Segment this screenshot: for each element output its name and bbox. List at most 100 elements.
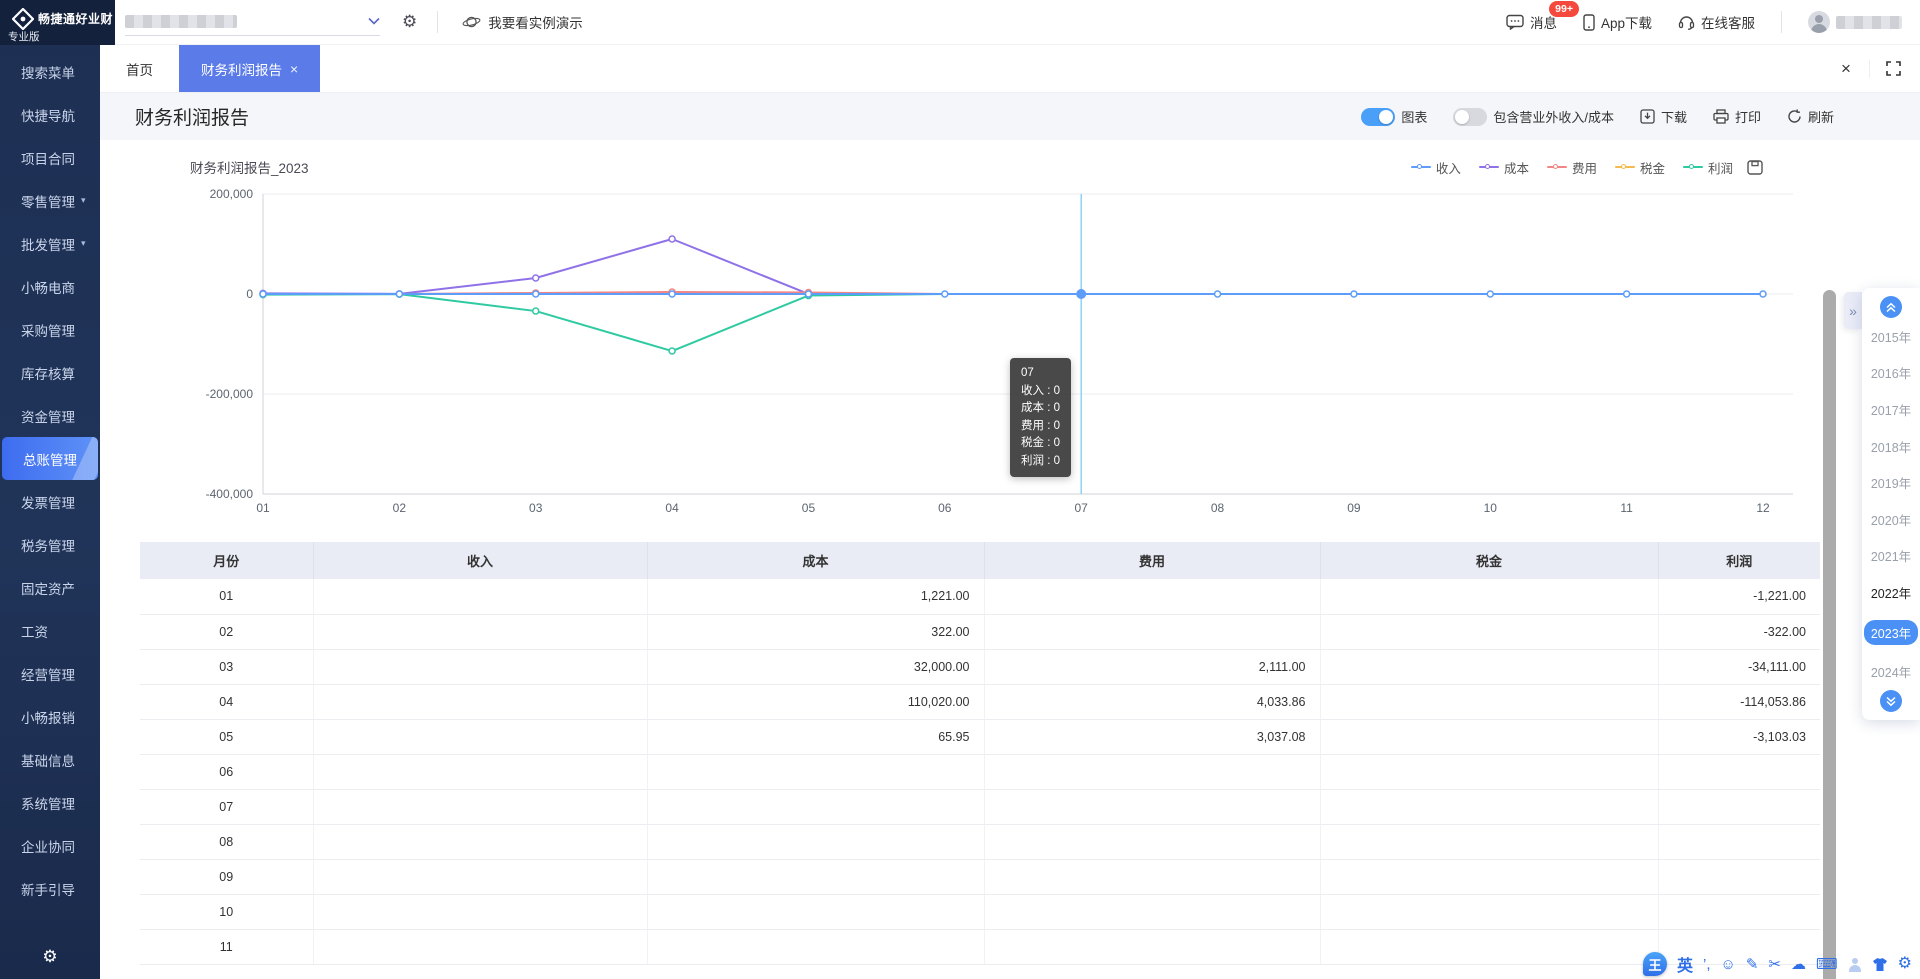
messages-button[interactable]: 消息 99+ <box>1506 1 1579 32</box>
value-cell <box>1320 929 1659 965</box>
sidebar-item[interactable]: 发票管理 <box>0 480 100 523</box>
save-image-icon[interactable] <box>1747 159 1763 175</box>
year-item[interactable]: 2016年 <box>1870 367 1912 382</box>
sidebar-item[interactable]: 零售管理 ▾ <box>0 179 100 222</box>
svg-text:04: 04 <box>665 501 679 515</box>
years-scroll-down-icon[interactable] <box>1880 690 1902 712</box>
close-icon[interactable]: × <box>1841 58 1851 78</box>
vertical-scrollbar[interactable] <box>1823 290 1836 979</box>
refresh-button[interactable]: 刷新 <box>1787 107 1834 126</box>
sidebar-item[interactable]: 税务管理 <box>0 523 100 566</box>
year-item[interactable]: 2024年 <box>1870 666 1912 681</box>
tab[interactable]: 财务利润报告 × <box>179 45 321 92</box>
sidebar-item[interactable]: 工资 <box>0 609 100 652</box>
download-icon <box>1640 109 1655 124</box>
legend-item[interactable]: 费用 <box>1546 158 1597 177</box>
value-cell <box>1320 649 1659 685</box>
value-cell <box>1320 719 1659 755</box>
month-cell: 11 <box>140 929 314 965</box>
ime-settings-gear-icon[interactable]: ⚙ <box>1897 955 1912 972</box>
sidebar-item[interactable]: 小畅报销 <box>0 695 100 738</box>
sidebar-item[interactable]: 总账管理 <box>2 437 98 480</box>
sidebar-settings-gear-icon[interactable]: ⚙ <box>42 947 58 966</box>
svg-text:01: 01 <box>256 501 270 515</box>
topbar: ⚙ 我要看实例演示 消息 99+ <box>100 0 1920 45</box>
ime-toolbar: 王 英 ’, ☺ ✎ ✂ ☁ ⌨ ⚙ <box>1643 952 1912 976</box>
value-cell <box>313 894 648 930</box>
keyboard-icon[interactable]: ⌨ <box>1816 955 1838 973</box>
svg-text:09: 09 <box>1347 501 1361 515</box>
chart-title: 财务利润报告_2023 <box>190 161 309 176</box>
year-item[interactable]: 2017年 <box>1870 403 1912 418</box>
sidebar-item[interactable]: 系统管理 <box>0 781 100 824</box>
sidebar-item[interactable]: 采购管理 <box>0 308 100 351</box>
legend-item[interactable]: 税金 <box>1614 158 1665 177</box>
sidebar-item-label: 库存核算 <box>21 366 75 382</box>
tab-close-icon[interactable]: × <box>290 60 299 77</box>
value-cell <box>647 789 985 825</box>
chart-toggle[interactable]: 图表 <box>1361 107 1427 126</box>
include-nonoperating-switch[interactable] <box>1453 107 1488 126</box>
sidebar-item-label: 采购管理 <box>21 323 75 339</box>
svg-text:0: 0 <box>246 287 253 301</box>
legend-item[interactable]: 收入 <box>1410 158 1461 177</box>
sidebar-item[interactable]: 经营管理 <box>0 652 100 695</box>
year-item[interactable]: 2020年 <box>1870 513 1912 528</box>
year-item[interactable]: 2021年 <box>1870 550 1912 565</box>
panel-collapse-handle[interactable]: » <box>1844 292 1862 329</box>
year-item[interactable]: 2015年 <box>1870 330 1912 345</box>
online-service-button[interactable]: 在线客服 <box>1678 12 1755 32</box>
sidebar-item[interactable]: 新手引导 <box>0 867 100 910</box>
value-cell <box>984 859 1321 895</box>
tab[interactable]: 首页 <box>100 45 179 92</box>
value-cell <box>313 614 648 650</box>
years-scroll-up-icon[interactable] <box>1880 296 1902 318</box>
sidebar-item[interactable]: 基础信息 <box>0 738 100 781</box>
company-selector[interactable] <box>125 14 380 36</box>
punctuation-icon[interactable]: ’, <box>1703 955 1711 973</box>
fullscreen-icon[interactable] <box>1880 56 1906 82</box>
sidebar-item[interactable]: 快捷导航 <box>0 93 100 136</box>
sidebar-item-label: 总账管理 <box>23 452 77 468</box>
value-cell: 2,111.00 <box>984 649 1321 685</box>
value-cell <box>1658 789 1820 825</box>
month-cell: 10 <box>140 894 314 930</box>
value-cell <box>647 859 985 895</box>
scissors-icon[interactable]: ✂ <box>1768 955 1781 973</box>
smiley-icon[interactable]: ☺ <box>1720 955 1736 973</box>
month-cell: 08 <box>140 824 314 860</box>
user-account[interactable] <box>1808 11 1902 33</box>
table-row: 02 322.00 -322.00 <box>140 614 1820 650</box>
sidebar-item[interactable]: 企业协同 <box>0 824 100 867</box>
sidebar-item[interactable]: 搜索菜单 <box>0 50 100 93</box>
person-icon[interactable] <box>1848 957 1862 972</box>
print-button[interactable]: 打印 <box>1713 107 1761 126</box>
value-cell <box>1658 754 1820 790</box>
sidebar-item[interactable]: 固定资产 <box>0 566 100 609</box>
chart-toggle-switch[interactable] <box>1361 107 1396 126</box>
gear-icon[interactable]: ⚙ <box>402 12 418 31</box>
ime-logo[interactable]: 王 <box>1643 952 1667 976</box>
legend-item[interactable]: 成本 <box>1478 158 1529 177</box>
skin-tshirt-icon[interactable] <box>1872 957 1888 972</box>
download-button[interactable]: 下载 <box>1640 107 1687 126</box>
sidebar-item[interactable]: 库存核算 <box>0 351 100 394</box>
demo-link[interactable]: 我要看实例演示 <box>462 12 583 32</box>
ime-language-mode[interactable]: 英 <box>1677 958 1694 975</box>
include-nonoperating-toggle[interactable]: 包含营业外收入/成本 <box>1453 107 1614 126</box>
sidebar-item[interactable]: 小畅电商 <box>0 265 100 308</box>
sidebar-item[interactable]: 批发管理 ▾ <box>0 222 100 265</box>
year-item[interactable]: 2018年 <box>1870 440 1912 455</box>
year-item[interactable]: 2023年 <box>1863 619 1919 645</box>
value-cell: 322.00 <box>647 614 985 650</box>
sidebar-item[interactable]: 资金管理 <box>0 394 100 437</box>
pencil-icon[interactable]: ✎ <box>1745 955 1759 973</box>
year-item[interactable]: 2022年 <box>1870 586 1912 601</box>
cloud-icon[interactable]: ☁ <box>1791 955 1806 973</box>
app-download-button[interactable]: App下载 <box>1583 12 1652 32</box>
legend-item[interactable]: 利润 <box>1682 158 1733 177</box>
year-item[interactable]: 2019年 <box>1870 477 1912 492</box>
sidebar-item[interactable]: 项目合同 <box>0 136 100 179</box>
svg-text:200,000: 200,000 <box>210 187 254 201</box>
